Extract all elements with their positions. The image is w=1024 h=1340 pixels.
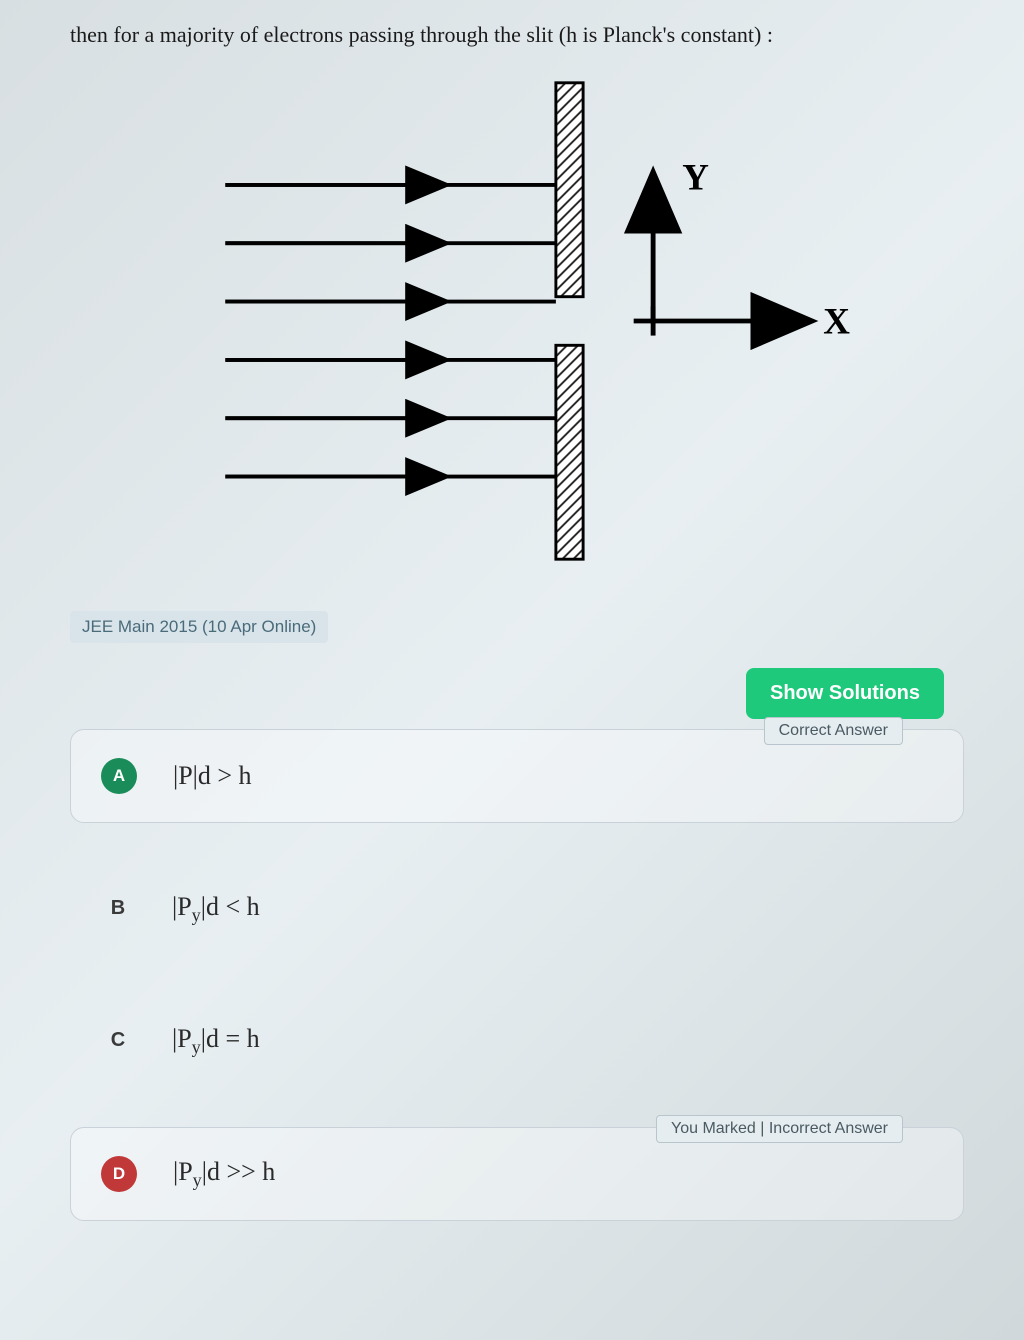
option-d-card[interactable]: You Marked | Incorrect Answer D |Py|d >>… bbox=[70, 1127, 964, 1221]
show-solutions-button[interactable]: Show Solutions bbox=[746, 668, 944, 719]
y-axis-label: Y bbox=[682, 157, 709, 198]
slit-barrier-bottom bbox=[556, 345, 583, 559]
correct-answer-tag: Correct Answer bbox=[764, 717, 903, 745]
option-d-text: |Py|d >> h bbox=[173, 1157, 275, 1191]
option-a-card[interactable]: Correct Answer A |P|d > h bbox=[70, 729, 964, 823]
electron-arrows bbox=[225, 185, 556, 477]
option-a-text: |P|d > h bbox=[173, 761, 252, 791]
slit-barrier-top bbox=[556, 83, 583, 297]
coordinate-axes: Y X bbox=[634, 157, 851, 342]
option-c-card[interactable]: C |Py|d = h bbox=[70, 995, 964, 1087]
option-d-badge: D bbox=[101, 1156, 137, 1192]
incorrect-answer-tag: You Marked | Incorrect Answer bbox=[656, 1115, 903, 1143]
diagram-container: Y X bbox=[70, 71, 964, 571]
x-axis-label: X bbox=[823, 300, 850, 341]
option-b-card[interactable]: B |Py|d < h bbox=[70, 863, 964, 955]
option-c-badge: C bbox=[100, 1023, 136, 1059]
exam-tag: JEE Main 2015 (10 Apr Online) bbox=[70, 611, 328, 643]
option-a-badge: A bbox=[101, 758, 137, 794]
option-c-text: |Py|d = h bbox=[172, 1024, 260, 1058]
option-b-text: |Py|d < h bbox=[172, 892, 260, 926]
option-b-badge: B bbox=[100, 891, 136, 927]
slit-diagram: Y X bbox=[167, 71, 867, 571]
question-text: then for a majority of electrons passing… bbox=[70, 20, 964, 51]
